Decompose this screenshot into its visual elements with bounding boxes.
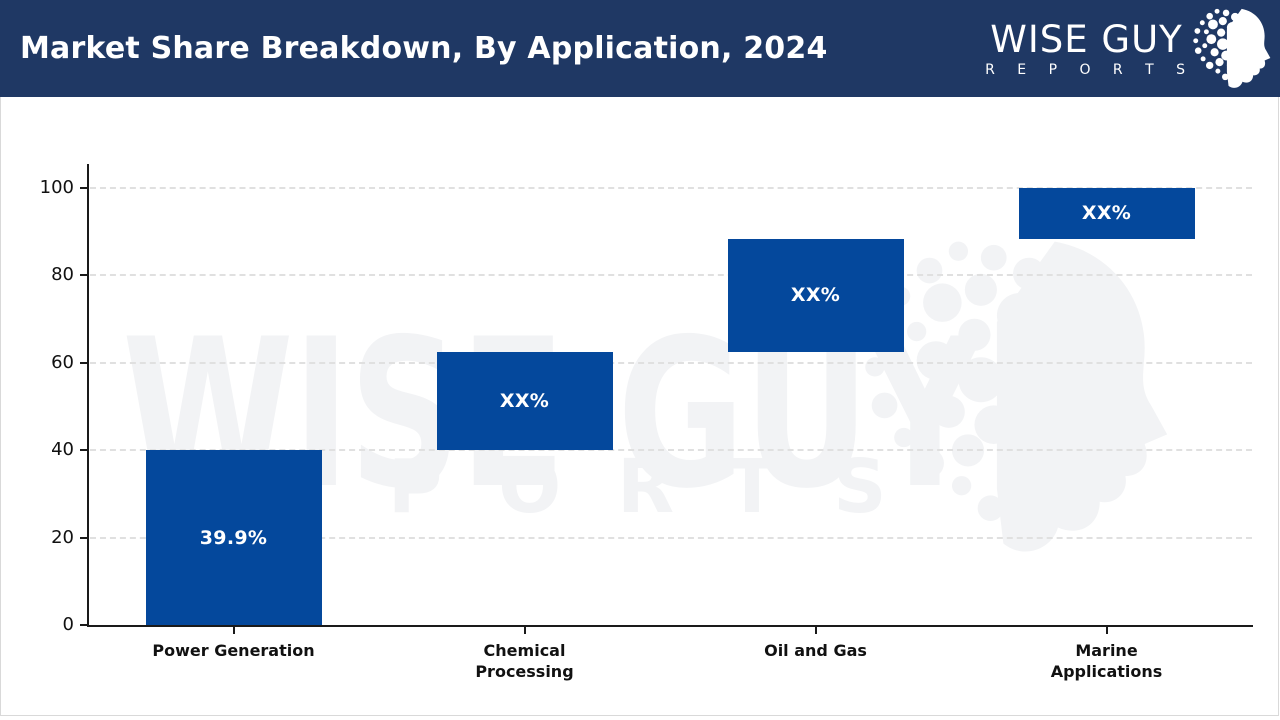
x-category-label-power-generation: Power Generation bbox=[139, 640, 329, 661]
y-tick-0 bbox=[80, 624, 88, 626]
bar-marine-applications: XX% bbox=[1018, 187, 1195, 239]
bar-value-label: XX% bbox=[790, 284, 841, 307]
x-category-label-line: Marine bbox=[1075, 641, 1138, 660]
header-bar: Market Share Breakdown, By Application, … bbox=[0, 0, 1280, 97]
y-tick-label-20: 20 bbox=[51, 526, 74, 548]
x-tick-1 bbox=[523, 627, 526, 634]
grid-line-20 bbox=[90, 536, 1252, 539]
grid-line-80 bbox=[90, 274, 1252, 276]
x-category-label-line: Power Generation bbox=[152, 641, 315, 660]
y-tick-100 bbox=[80, 186, 88, 189]
x-category-label-line: Applications bbox=[1050, 662, 1163, 681]
x-category-label-line: Chemical bbox=[483, 641, 566, 660]
wise-guy-logo: WISE GUY R E P O R T S bbox=[979, 6, 1280, 92]
x-tick-3 bbox=[1105, 627, 1108, 634]
x-tick-0 bbox=[232, 627, 235, 634]
x-category-label-chemical-processing: Chemical Processing bbox=[430, 640, 620, 682]
page-title: Market Share Breakdown, By Application, … bbox=[20, 31, 828, 66]
y-tick-label-40: 40 bbox=[51, 439, 74, 460]
x-category-label-line: Processing bbox=[475, 662, 574, 681]
y-tick-label-60: 60 bbox=[51, 351, 74, 373]
grid-line-60 bbox=[90, 361, 1252, 364]
y-axis-line bbox=[87, 164, 89, 627]
bar-value-label: XX% bbox=[1081, 202, 1132, 225]
x-category-label-marine-applications: Marine Applications bbox=[1012, 640, 1202, 682]
logo-wordmark: WISE GUY bbox=[990, 17, 1183, 61]
y-tick-80 bbox=[80, 274, 88, 276]
bar-oil-and-gas: XX% bbox=[727, 238, 904, 352]
x-category-label-line: Oil and Gas bbox=[764, 641, 867, 660]
x-axis-line bbox=[87, 625, 1253, 627]
y-tick-label-80: 80 bbox=[51, 264, 74, 285]
x-tick-2 bbox=[814, 627, 817, 634]
grid-line-40 bbox=[90, 449, 1252, 451]
logo-text: WISE GUY R E P O R T S bbox=[979, 17, 1194, 78]
bar-power-generation: 39.9% bbox=[145, 450, 322, 625]
y-tick-20 bbox=[80, 536, 88, 539]
grid-line-100 bbox=[90, 186, 1252, 189]
logo-subtitle: R E P O R T S bbox=[985, 61, 1194, 78]
y-tick-40 bbox=[80, 449, 88, 451]
bar-value-label: 39.9% bbox=[199, 526, 268, 549]
y-tick-label-100: 100 bbox=[39, 176, 74, 198]
logo-head-icon bbox=[1193, 8, 1271, 88]
y-tick-60 bbox=[80, 361, 88, 364]
bar-chemical-processing: XX% bbox=[436, 352, 613, 451]
x-category-label-oil-and-gas: Oil and Gas bbox=[721, 640, 911, 661]
bar-value-label: XX% bbox=[499, 390, 550, 413]
y-tick-label-0: 0 bbox=[62, 614, 74, 635]
